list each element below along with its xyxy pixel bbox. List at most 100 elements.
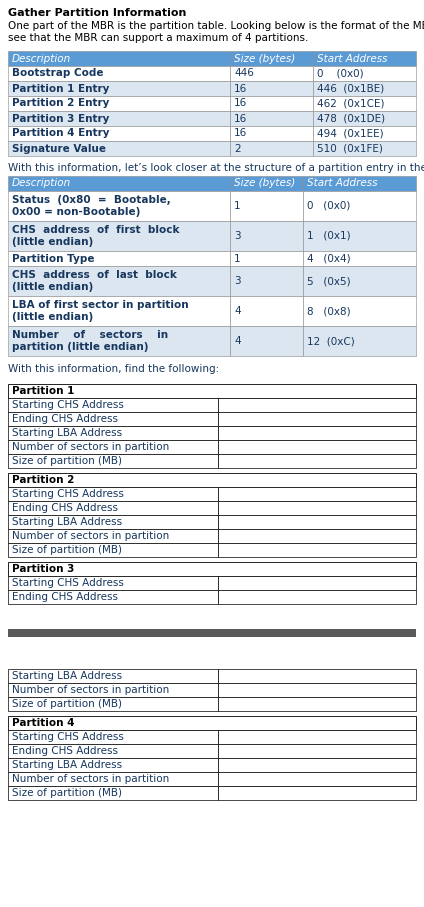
Bar	[8, 487, 218, 501]
Text: 4   (0x4): 4 (0x4)	[307, 253, 351, 264]
Bar	[230, 66, 313, 81]
Text: Starting LBA Address: Starting LBA Address	[12, 428, 122, 438]
Text: see that the MBR can support a maximum of 4 partitions.: see that the MBR can support a maximum o…	[8, 33, 308, 43]
Bar	[8, 251, 230, 266]
Bar	[8, 384, 416, 398]
Text: Starting LBA Address: Starting LBA Address	[12, 671, 122, 681]
Bar	[8, 758, 218, 772]
Bar	[8, 669, 218, 683]
Text: Size of partition (MB): Size of partition (MB)	[12, 545, 122, 555]
Bar	[313, 111, 416, 126]
Text: Start Address: Start Address	[317, 54, 388, 63]
Text: Number of sectors in partition: Number of sectors in partition	[12, 774, 169, 784]
Text: Number of sectors in partition: Number of sectors in partition	[12, 442, 169, 452]
Text: Partition 1: Partition 1	[12, 386, 74, 396]
Bar	[303, 326, 416, 356]
Bar	[230, 96, 313, 111]
Bar	[8, 398, 218, 412]
Bar	[8, 562, 416, 576]
Text: Partition 3 Entry: Partition 3 Entry	[12, 113, 109, 123]
Bar	[303, 251, 416, 266]
Bar	[230, 296, 303, 326]
Text: 3: 3	[234, 276, 241, 286]
Text: 4: 4	[234, 336, 241, 346]
Bar	[8, 51, 230, 66]
Bar	[8, 454, 218, 468]
Text: Gather Partition Information: Gather Partition Information	[8, 8, 187, 18]
Bar	[303, 176, 416, 191]
Text: Starting CHS Address: Starting CHS Address	[12, 489, 124, 499]
Bar	[8, 730, 218, 744]
Text: 494  (0x1EE): 494 (0x1EE)	[317, 129, 384, 139]
Bar	[8, 501, 218, 515]
Text: 4: 4	[234, 306, 241, 316]
Text: Starting LBA Address: Starting LBA Address	[12, 760, 122, 770]
Text: Number of sectors in partition: Number of sectors in partition	[12, 531, 169, 541]
Text: Ending CHS Address: Ending CHS Address	[12, 503, 118, 513]
Bar	[8, 515, 218, 529]
Bar	[8, 683, 218, 697]
Bar	[8, 66, 230, 81]
Bar	[8, 543, 218, 557]
Text: Size of partition (MB): Size of partition (MB)	[12, 456, 122, 466]
Text: Partition 4: Partition 4	[12, 718, 75, 728]
Bar	[218, 412, 416, 426]
Text: Size (bytes): Size (bytes)	[234, 179, 295, 189]
Text: Start Address: Start Address	[307, 179, 377, 189]
Text: 446: 446	[234, 69, 254, 79]
Bar	[230, 81, 313, 96]
Bar	[8, 96, 230, 111]
Bar	[8, 266, 230, 296]
Text: Partition 3: Partition 3	[12, 564, 74, 574]
Text: 16: 16	[234, 83, 247, 93]
Text: Partition 2 Entry: Partition 2 Entry	[12, 99, 109, 109]
Bar	[218, 772, 416, 786]
Bar	[230, 141, 313, 156]
Bar	[313, 141, 416, 156]
Text: Starting LBA Address: Starting LBA Address	[12, 517, 122, 527]
Text: 462  (0x1CE): 462 (0x1CE)	[317, 99, 385, 109]
Text: Number of sectors in partition: Number of sectors in partition	[12, 685, 169, 695]
Text: Size (bytes): Size (bytes)	[234, 54, 295, 63]
Text: One part of the MBR is the partition table. Looking below is the format of the M: One part of the MBR is the partition tab…	[8, 21, 424, 31]
Text: 510  (0x1FE): 510 (0x1FE)	[317, 143, 383, 153]
Bar	[303, 221, 416, 251]
Bar	[8, 629, 416, 637]
Text: Size of partition (MB): Size of partition (MB)	[12, 788, 122, 798]
Text: Starting CHS Address: Starting CHS Address	[12, 732, 124, 742]
Text: Starting CHS Address: Starting CHS Address	[12, 400, 124, 410]
Bar	[218, 529, 416, 543]
Text: Partition 2: Partition 2	[12, 475, 74, 485]
Text: Size of partition (MB): Size of partition (MB)	[12, 699, 122, 709]
Text: 446  (0x1BE): 446 (0x1BE)	[317, 83, 384, 93]
Bar	[8, 716, 416, 730]
Bar	[8, 126, 230, 141]
Text: CHS  address  of  first  block
(little endian): CHS address of first block (little endia…	[12, 225, 179, 248]
Bar	[313, 96, 416, 111]
Bar	[230, 176, 303, 191]
Bar	[218, 487, 416, 501]
Bar	[230, 191, 303, 221]
Bar	[8, 326, 230, 356]
Bar	[230, 126, 313, 141]
Text: Number    of    sectors    in
partition (little endian): Number of sectors in partition (little e…	[12, 330, 168, 352]
Bar	[8, 426, 218, 440]
Text: 0    (0x0): 0 (0x0)	[317, 69, 364, 79]
Bar	[230, 111, 313, 126]
Text: 1   (0x1): 1 (0x1)	[307, 231, 351, 241]
Bar	[8, 176, 230, 191]
Bar	[218, 669, 416, 683]
Bar	[230, 221, 303, 251]
Bar	[8, 81, 230, 96]
Text: Status  (0x80  =  Bootable,
0x00 = non-Bootable): Status (0x80 = Bootable, 0x00 = non-Boot…	[12, 195, 171, 217]
Text: With this information, find the following:: With this information, find the followin…	[8, 364, 219, 374]
Text: Bootstrap Code: Bootstrap Code	[12, 69, 103, 79]
Bar	[8, 576, 218, 590]
Text: 5   (0x5): 5 (0x5)	[307, 276, 351, 286]
Text: LBA of first sector in partition
(little endian): LBA of first sector in partition (little…	[12, 300, 189, 322]
Bar	[218, 697, 416, 711]
Text: Partition 1 Entry: Partition 1 Entry	[12, 83, 109, 93]
Bar	[218, 683, 416, 697]
Bar	[8, 221, 230, 251]
Text: With this information, let’s look closer at the structure of a partition entry i: With this information, let’s look closer…	[8, 163, 424, 173]
